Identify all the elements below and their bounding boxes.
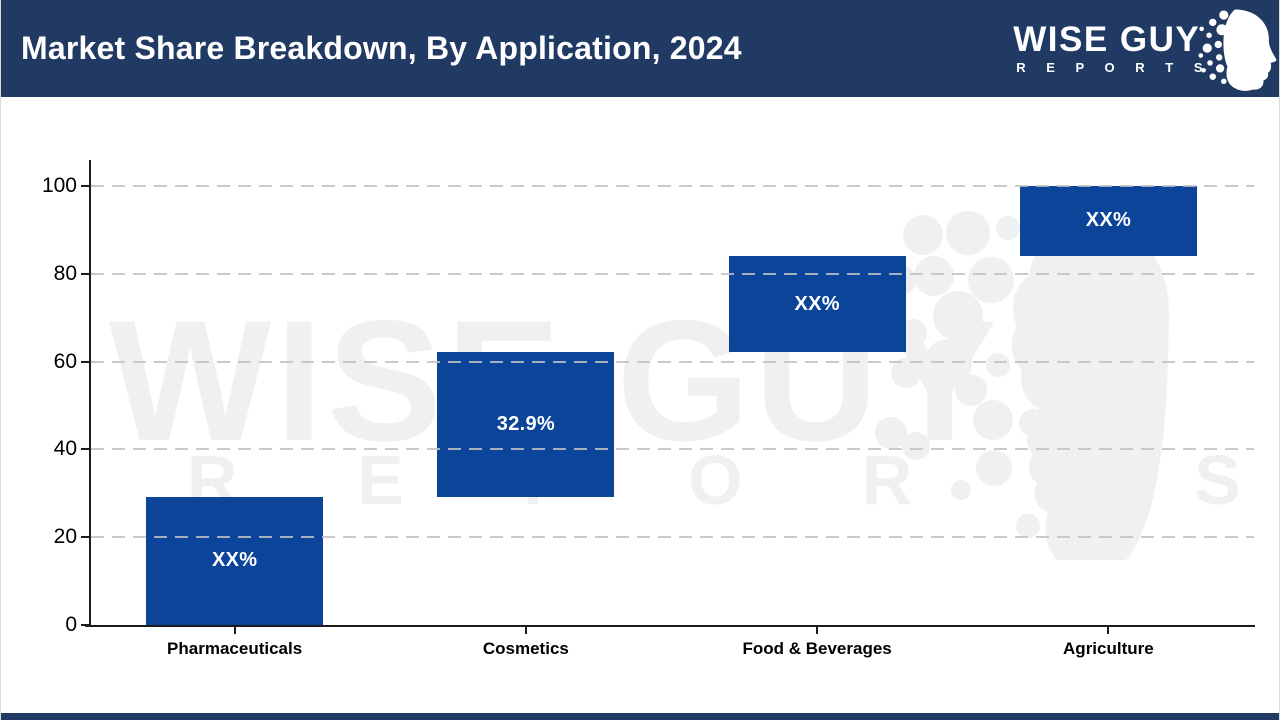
gridline-100 (91, 185, 1254, 187)
bar-value-label: 32.9% (496, 413, 555, 436)
y-tick-mark-60 (81, 360, 89, 363)
x-tick-mark-4 (1107, 627, 1110, 634)
brand-logo-subtext: R E P O R T S (1016, 60, 1211, 76)
y-tick-label-80: 80 (53, 261, 77, 285)
y-tick-mark-100 (81, 185, 89, 187)
x-category-label-agriculture: Agriculture (1063, 639, 1154, 658)
gridline-60 (91, 360, 1254, 363)
y-tick-label-0: 0 (65, 613, 77, 636)
x-category-label-cosmetics: Cosmetics (482, 639, 569, 658)
bar-cosmetics: 32.9% (437, 352, 615, 497)
page-title: Market Share Breakdown, By Application, … (21, 30, 742, 66)
y-tick-mark-20 (81, 536, 89, 539)
x-tick-mark-3 (816, 627, 819, 634)
x-tick-mark-2 (524, 627, 527, 634)
gridline-80 (91, 272, 1254, 275)
y-tick-mark-40 (81, 448, 89, 451)
y-tick-label-40: 40 (53, 437, 77, 461)
brand-logo: WISE GUY R E P O R T S (1013, 0, 1211, 97)
bar-pharmaceuticals: XX% (146, 496, 324, 625)
bar-agriculture: XX% (1019, 186, 1197, 256)
x-tick-mark-1 (233, 627, 236, 634)
y-tick-mark-0 (81, 624, 89, 626)
x-category-label-food-beverages: Food & Beverages (742, 639, 892, 658)
bar-value-label: XX% (1085, 209, 1132, 232)
gridline-20 (91, 536, 1254, 539)
bar-value-label: XX% (211, 549, 258, 572)
footer-bar (1, 713, 1279, 720)
logo-head-icon (1198, 9, 1277, 91)
y-axis (89, 160, 91, 627)
y-tick-label-20: 20 (53, 525, 77, 549)
y-tick-mark-80 (81, 272, 89, 275)
y-tick-label-100: 100 (41, 174, 77, 197)
brand-logo-text: WISE GUY (1013, 19, 1201, 59)
gridline-40 (91, 448, 1254, 451)
bar-food-beverages: XX% (728, 255, 906, 353)
x-category-label-pharmaceuticals: Pharmaceuticals (167, 639, 303, 658)
y-tick-label-60: 60 (53, 349, 77, 373)
bar-value-label: XX% (794, 292, 840, 315)
x-axis (85, 625, 1255, 627)
header-bar: Market Share Breakdown, By Application, … (1, 0, 1279, 97)
